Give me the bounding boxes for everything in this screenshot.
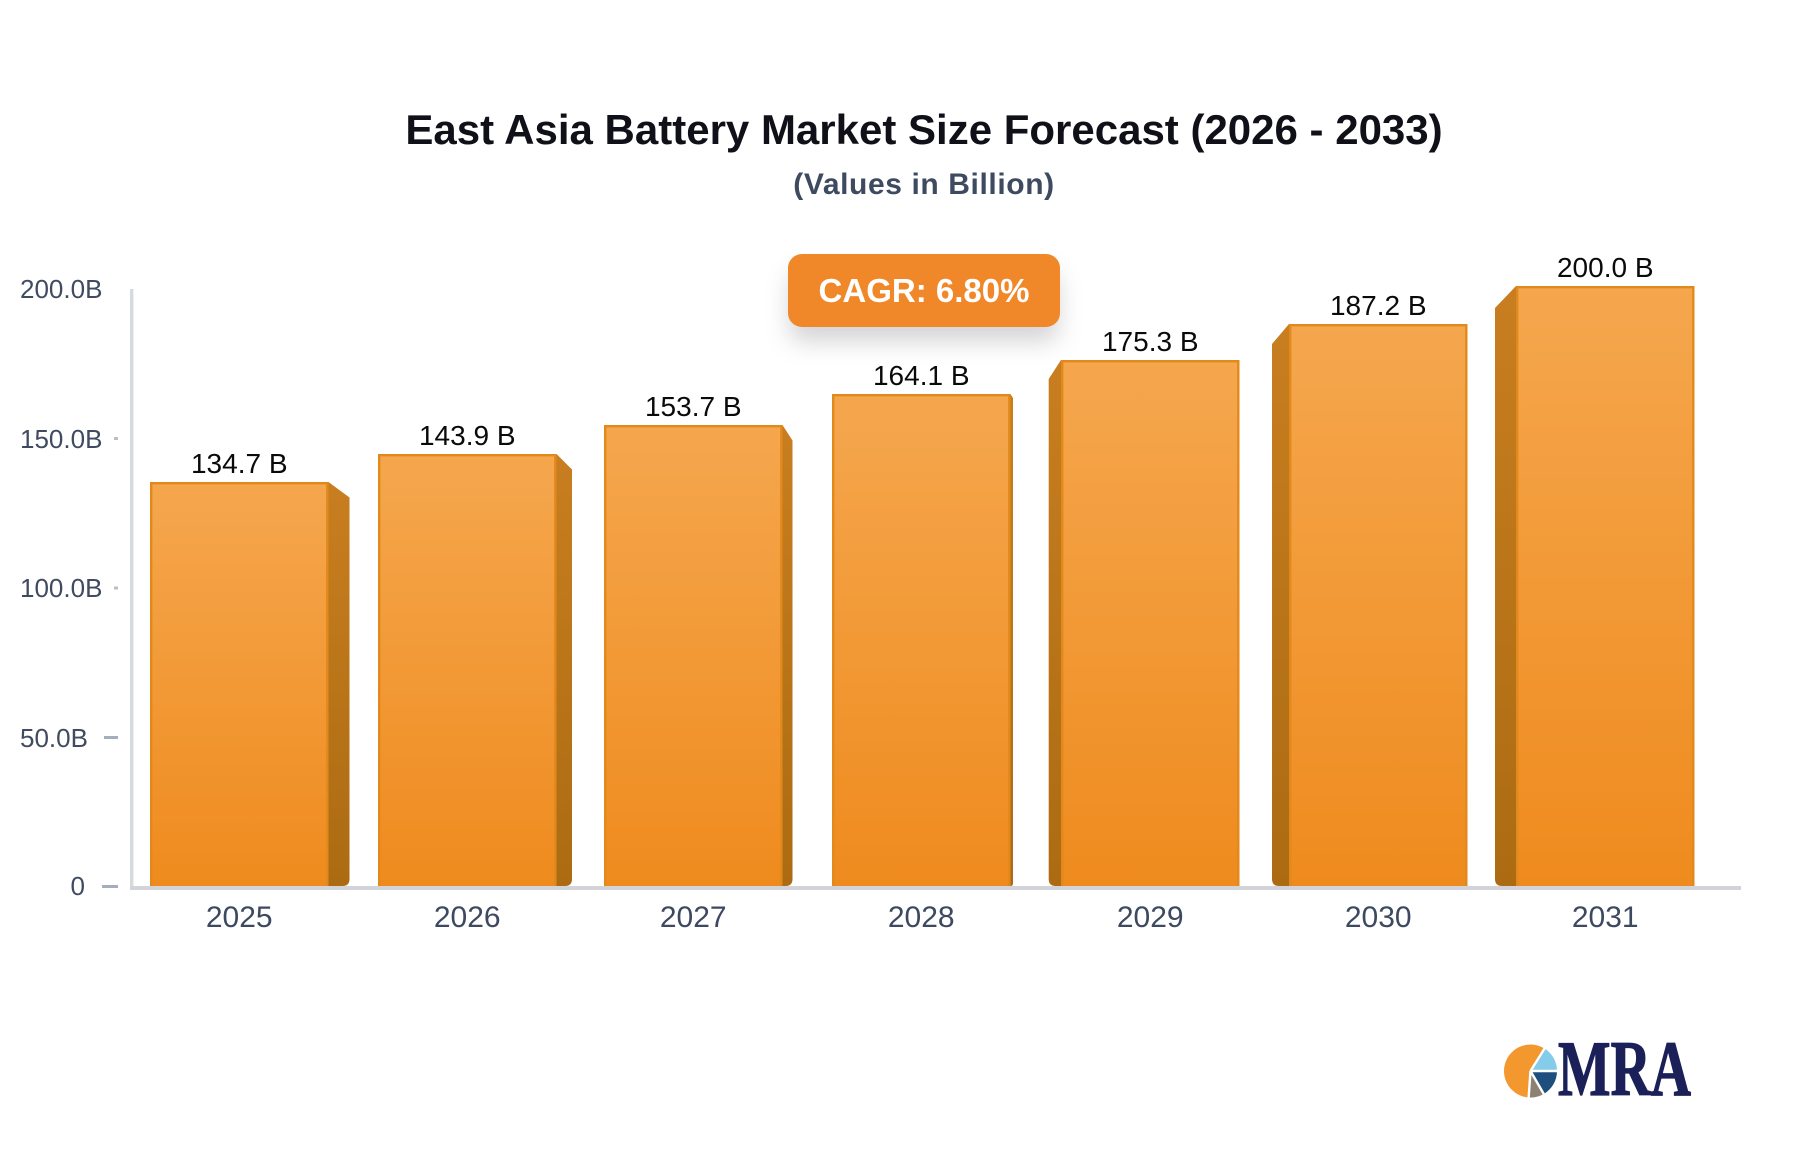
svg-text:2025: 2025 — [206, 901, 273, 934]
svg-text:200.0 B: 200.0 B — [1557, 252, 1654, 283]
svg-text:143.9 B: 143.9 B — [419, 420, 516, 451]
svg-text:2029: 2029 — [1117, 901, 1184, 934]
svg-text:2028: 2028 — [888, 901, 955, 934]
svg-text:153.7 B: 153.7 B — [645, 391, 742, 422]
svg-text:164.1 B: 164.1 B — [873, 360, 970, 391]
svg-text:50.0B: 50.0B — [20, 723, 88, 753]
svg-text:2027: 2027 — [660, 901, 727, 934]
svg-text:150.0B: 150.0B — [20, 424, 102, 454]
svg-text:187.2 B: 187.2 B — [1330, 290, 1427, 321]
svg-text:200.0B: 200.0B — [20, 274, 102, 304]
svg-text:2031: 2031 — [1572, 901, 1639, 934]
svg-text:0: 0 — [71, 871, 85, 901]
svg-text:134.7 B: 134.7 B — [191, 448, 288, 479]
svg-text:175.3 B: 175.3 B — [1102, 326, 1199, 357]
svg-text:2026: 2026 — [434, 901, 501, 934]
svg-text:MRA: MRA — [1558, 1025, 1691, 1112]
svg-text:100.0B: 100.0B — [20, 573, 102, 603]
svg-text:2030: 2030 — [1345, 901, 1412, 934]
